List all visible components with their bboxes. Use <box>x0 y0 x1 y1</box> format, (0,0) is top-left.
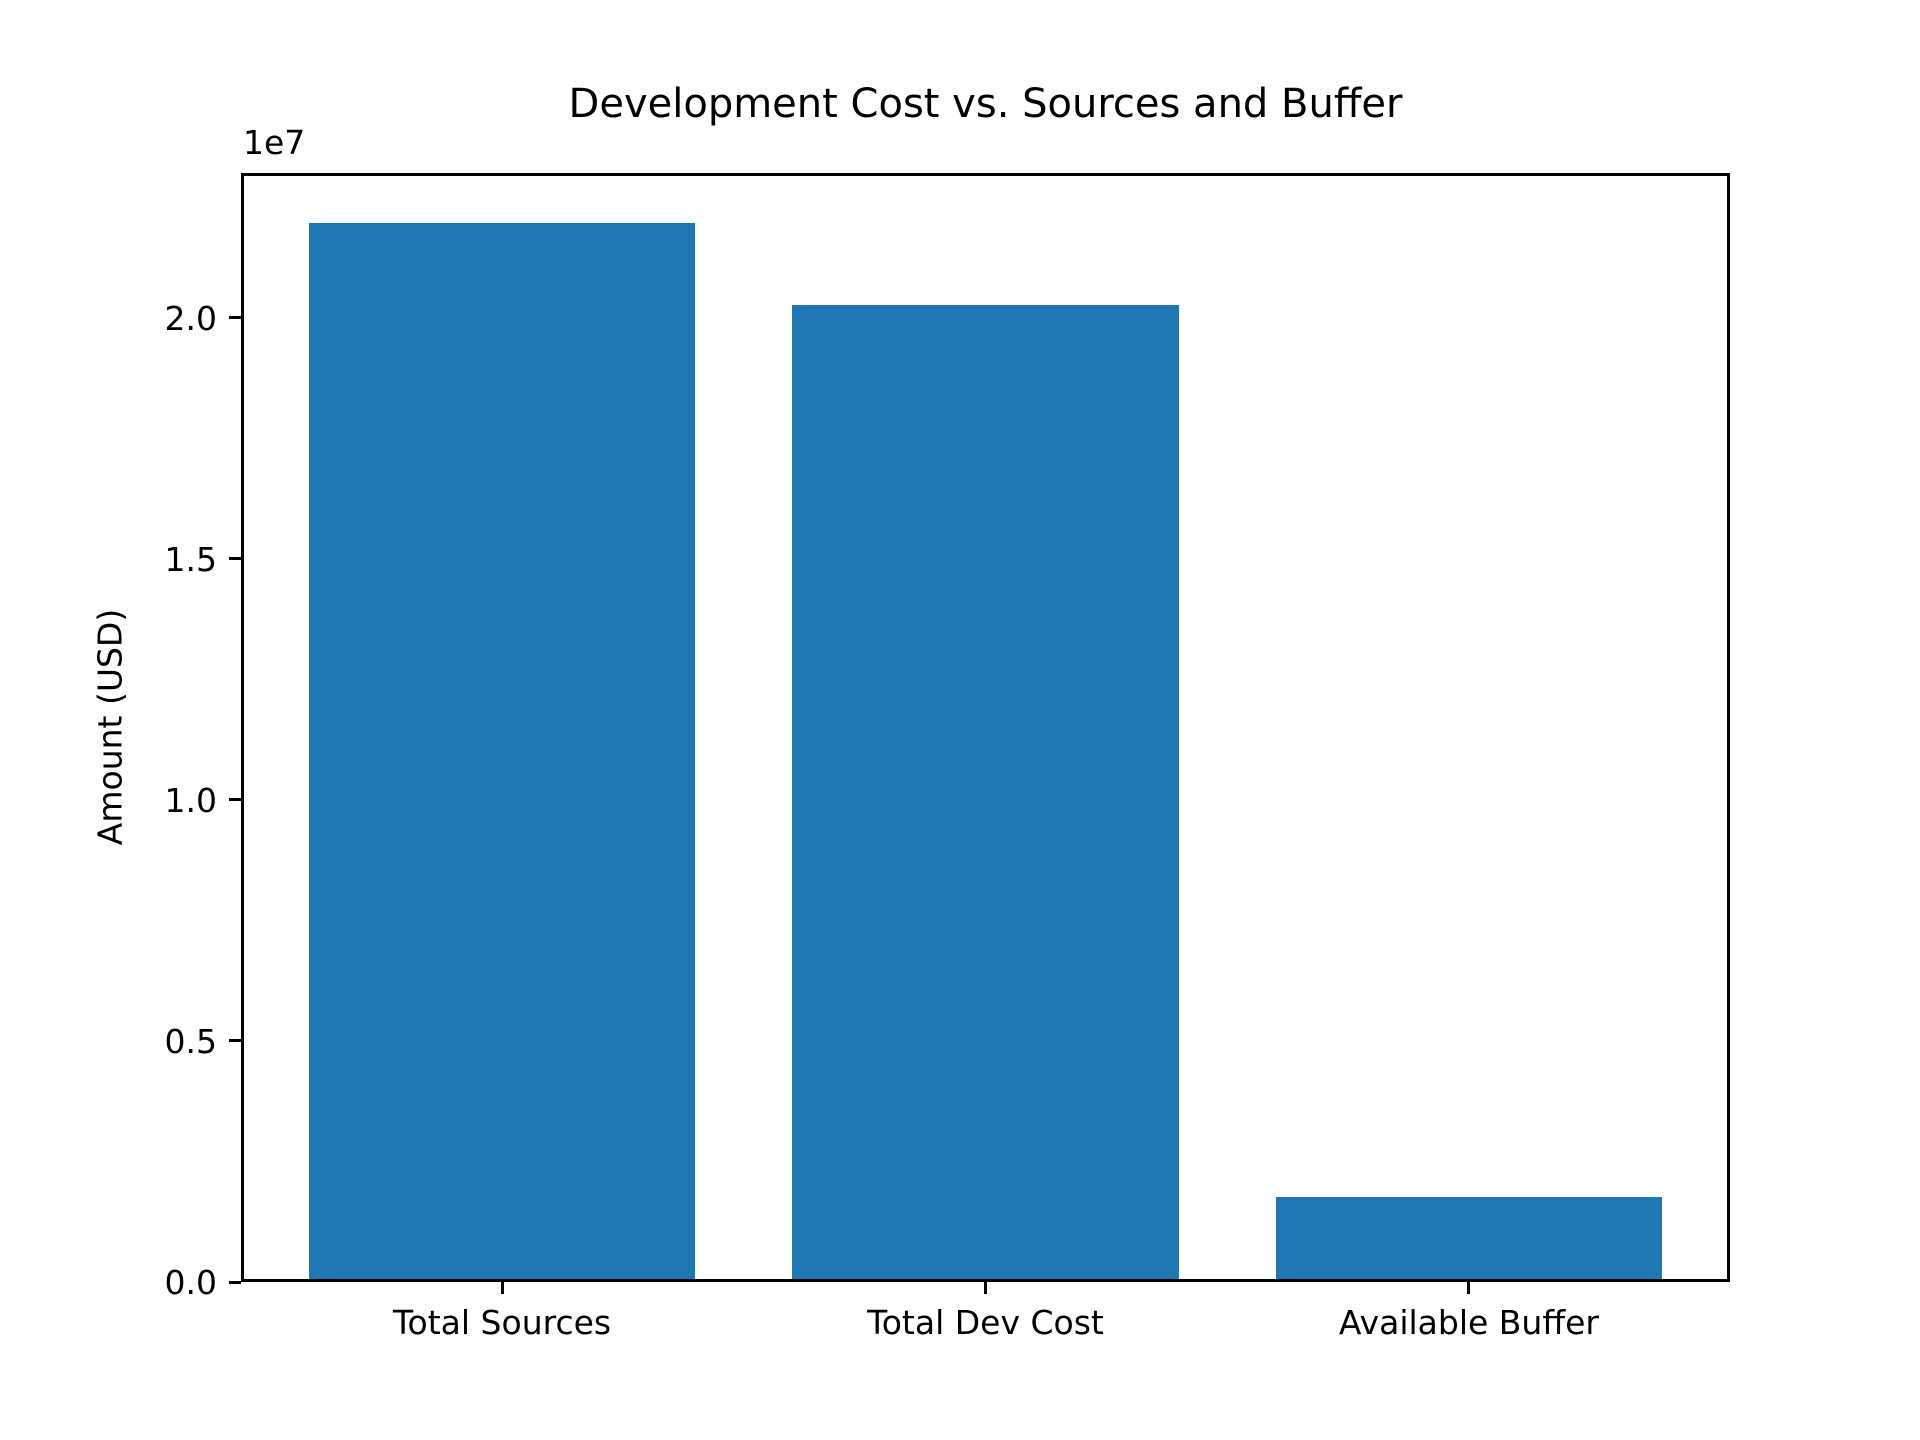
y-tick-label: 2.0 <box>164 298 217 338</box>
y-tick-label: 0.5 <box>164 1021 217 1061</box>
y-tick-label: 1.5 <box>164 539 217 579</box>
y-tick-mark <box>229 1039 241 1043</box>
bar-available-buffer <box>1275 1197 1663 1279</box>
y-tick-label: 0.0 <box>164 1263 217 1302</box>
y-tick-label: 1.0 <box>164 780 217 820</box>
bar-total-sources <box>308 223 696 1279</box>
y-axis-offset-label: 1e7 <box>243 123 306 162</box>
y-tick-mark <box>229 557 241 561</box>
x-tick-mark <box>984 1282 987 1294</box>
bar-total-dev-cost <box>792 305 1179 1279</box>
y-tick-mark <box>229 1280 241 1284</box>
x-tick-label: Total Dev Cost <box>867 1303 1104 1342</box>
x-tick-label: Available Buffer <box>1338 1303 1599 1342</box>
chart-title: Development Cost vs. Sources and Buffer <box>568 81 1403 127</box>
y-tick-mark <box>229 798 241 802</box>
x-tick-mark <box>500 1282 504 1294</box>
x-tick-label: Total Sources <box>393 1303 612 1342</box>
plot-area <box>241 173 1730 1282</box>
y-tick-mark <box>229 316 241 320</box>
x-tick-mark <box>1467 1282 1471 1294</box>
